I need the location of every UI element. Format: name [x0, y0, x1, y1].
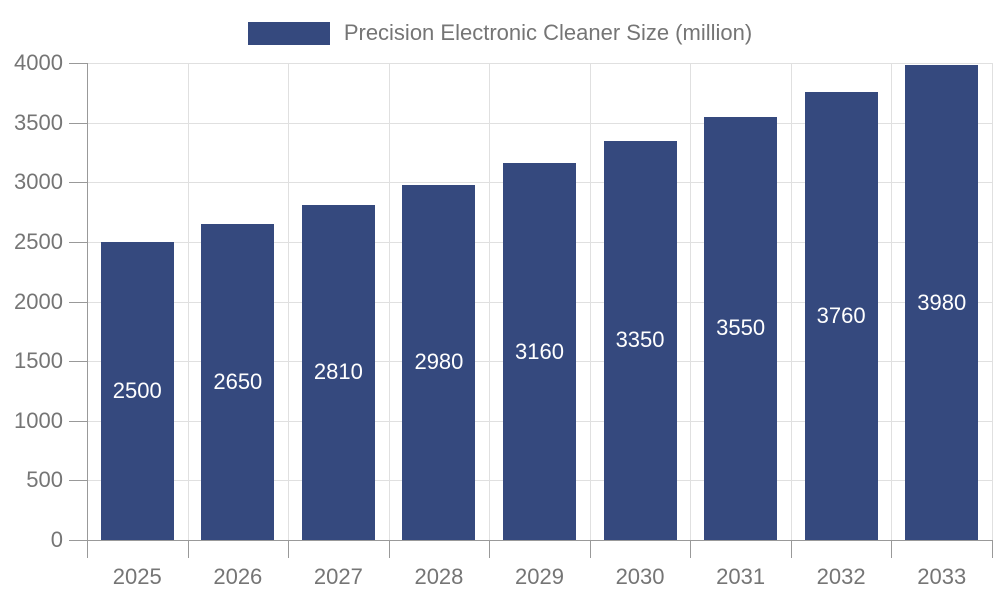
x-axis-tick — [790, 540, 792, 558]
gridline-v — [891, 63, 893, 540]
y-axis-label: 3500 — [14, 109, 63, 135]
gridline-v — [288, 63, 290, 540]
x-axis-tick — [388, 540, 390, 558]
y-axis-tick — [69, 182, 87, 184]
y-axis-label: 4000 — [14, 50, 63, 75]
x-axis-tick — [187, 540, 189, 558]
y-axis-label: 1000 — [14, 407, 63, 433]
y-axis-label: 2500 — [14, 228, 63, 254]
bar[interactable] — [201, 223, 275, 540]
x-axis-tick — [489, 540, 491, 558]
bar-value-label: 3550 — [716, 315, 766, 341]
y-axis-label: 2000 — [14, 288, 63, 314]
x-axis-label: 2030 — [615, 564, 665, 589]
y-axis-tick — [69, 122, 87, 124]
legend-label: Precision Electronic Cleaner Size (milli… — [343, 20, 753, 45]
gridline-h — [87, 63, 992, 64]
gridline-h — [87, 122, 992, 124]
bar-value-label: 2980 — [414, 349, 464, 375]
x-axis-label: 2032 — [816, 564, 866, 589]
y-axis-label: 0 — [50, 527, 63, 552]
gridline-v — [690, 63, 692, 540]
y-axis-label: 500 — [26, 467, 63, 493]
bar[interactable] — [301, 204, 375, 540]
bar[interactable] — [804, 91, 878, 540]
x-axis-tick — [891, 540, 893, 558]
x-axis-tick — [87, 540, 88, 558]
bar-value-label: 2650 — [213, 368, 263, 394]
y-axis-tick — [69, 301, 87, 303]
gridline-v — [489, 63, 491, 540]
gridline-v — [790, 63, 792, 540]
x-axis-label: 2031 — [716, 564, 766, 589]
y-axis-tick — [69, 241, 87, 243]
x-axis-tick — [589, 540, 591, 558]
y-axis-line — [87, 63, 88, 540]
bar[interactable] — [905, 65, 979, 540]
gridline-v — [992, 63, 993, 540]
y-axis-tick — [69, 420, 87, 422]
x-axis-tick — [992, 540, 993, 558]
gridline-v — [589, 63, 591, 540]
bar-value-label: 3760 — [816, 302, 866, 328]
y-axis-tick — [69, 361, 87, 363]
bar-value-label: 3160 — [515, 338, 564, 364]
x-axis-tick — [288, 540, 290, 558]
gridline-v — [388, 63, 390, 540]
y-axis-label: 3000 — [14, 169, 63, 195]
x-axis-tick — [690, 540, 692, 558]
bar[interactable] — [100, 241, 174, 540]
gridline-v — [187, 63, 189, 540]
x-axis-label: 2027 — [313, 564, 363, 589]
bar[interactable] — [503, 163, 576, 540]
bar[interactable] — [603, 140, 677, 540]
y-axis-label: 1500 — [14, 348, 63, 374]
y-axis-tick — [69, 480, 87, 482]
x-axis-line — [87, 540, 992, 541]
bar-value-label: 3350 — [615, 327, 665, 353]
x-axis-label: 2025 — [112, 564, 162, 589]
bar[interactable] — [402, 184, 476, 540]
bar[interactable] — [704, 116, 778, 540]
x-axis-label: 2028 — [414, 564, 464, 589]
y-axis-tick — [69, 63, 87, 64]
y-axis-tick — [69, 540, 87, 541]
legend-swatch-icon — [247, 21, 330, 45]
x-axis-label: 2026 — [213, 564, 263, 589]
legend[interactable]: Precision Electronic Cleaner Size (milli… — [0, 20, 1000, 46]
bar-value-label: 2810 — [313, 359, 363, 385]
x-axis-label: 2033 — [917, 564, 967, 589]
bar-value-label: 2500 — [112, 377, 162, 403]
bar-value-label: 3980 — [917, 289, 967, 315]
x-axis-label: 2029 — [515, 564, 564, 589]
